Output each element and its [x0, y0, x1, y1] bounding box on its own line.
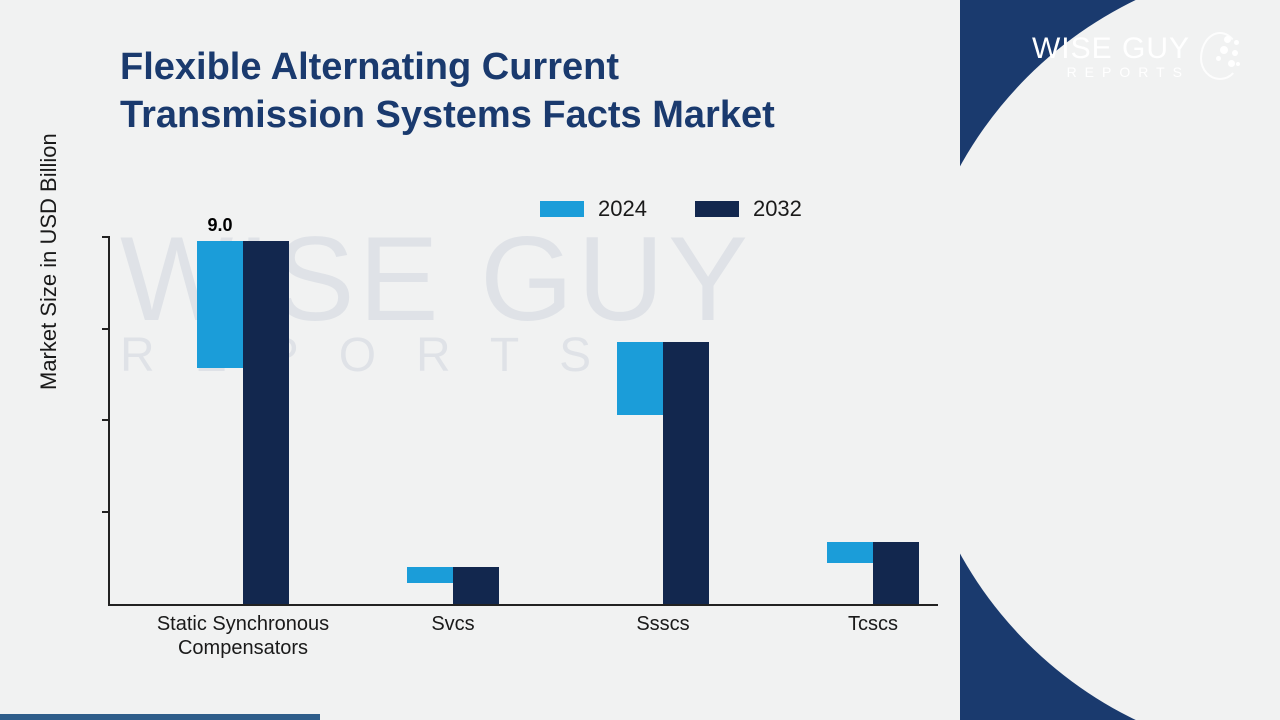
- bar-value-label: 9.0: [207, 215, 232, 236]
- bar: 9.0: [197, 241, 243, 368]
- x-axis-label: Ssscs: [568, 612, 758, 636]
- chart-canvas: WISE GUY REPORTS WISE GUY REPORTS Flexib…: [0, 0, 1280, 720]
- bar-group: [378, 567, 528, 604]
- legend-label-2032: 2032: [753, 196, 802, 222]
- bar-chart: 9.0Static Synchronous CompensatorsSvcsSs…: [108, 238, 938, 606]
- y-tick: [102, 328, 110, 330]
- brand-logo-main: WISE GUY: [1032, 32, 1190, 66]
- y-axis-label: Market Size in USD Billion: [36, 133, 62, 390]
- x-axis-label: Tcscs: [778, 612, 968, 636]
- bar: [617, 342, 663, 415]
- x-axis-label: Static Synchronous Compensators: [148, 612, 338, 660]
- bar: [873, 542, 919, 604]
- bar: [243, 241, 289, 604]
- x-axis-label: Svcs: [358, 612, 548, 636]
- legend-item-2024: 2024: [540, 196, 647, 222]
- bar: [407, 567, 453, 582]
- brand-logo-sub: REPORTS: [1067, 64, 1190, 80]
- bar-group: [588, 342, 738, 604]
- y-tick: [102, 511, 110, 513]
- y-tick: [102, 419, 110, 421]
- chart-title: Flexible Alternating Current Transmissio…: [120, 44, 800, 139]
- bar: [663, 342, 709, 604]
- y-tick: [102, 236, 110, 238]
- brand-logo: WISE GUY REPORTS: [1032, 28, 1244, 84]
- bar-group: [798, 542, 948, 604]
- legend: 2024 2032: [540, 196, 802, 222]
- brand-head-icon: [1196, 28, 1244, 84]
- bar: [453, 567, 499, 604]
- legend-label-2024: 2024: [598, 196, 647, 222]
- legend-item-2032: 2032: [695, 196, 802, 222]
- legend-swatch-2032: [695, 201, 739, 217]
- right-brand-panel: [960, 0, 1280, 720]
- legend-swatch-2024: [540, 201, 584, 217]
- bottom-accent-bar: [0, 714, 320, 720]
- bar-group: 9.0: [168, 241, 318, 604]
- bar: [827, 542, 873, 563]
